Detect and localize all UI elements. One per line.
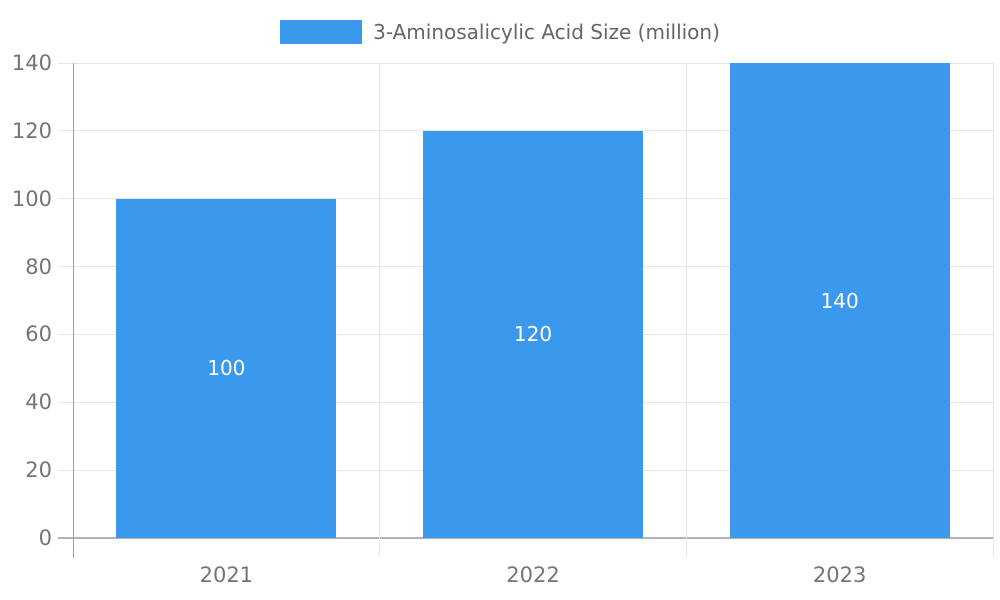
legend-swatch[interactable] <box>280 20 363 44</box>
x-gridline <box>685 63 687 556</box>
x-gridline <box>379 63 381 556</box>
bar-2022[interactable] <box>423 130 643 538</box>
x-axis-tick-label: 2023 <box>812 563 867 587</box>
chart-legend[interactable]: 3-Aminosalicylic Acid Size (million) <box>0 18 1000 46</box>
x-axis-tick-label: 2022 <box>506 563 560 587</box>
y-axis-tick-label: 120 <box>11 118 52 143</box>
y-gridline <box>58 537 993 539</box>
x-gridline <box>992 63 994 556</box>
y-axis-tick-label: 40 <box>25 390 52 415</box>
bar-2023[interactable] <box>729 63 950 538</box>
bar-value-label: 120 <box>513 322 553 347</box>
y-axis-tick-label: 140 <box>11 51 52 75</box>
bar-value-label: 100 <box>207 356 246 381</box>
bar-value-label: 140 <box>820 288 859 313</box>
y-axis-tick-label: 0 <box>38 526 52 550</box>
y-gridline <box>58 62 993 64</box>
y-axis-line <box>73 63 74 558</box>
y-axis-tick-label: 100 <box>11 186 52 211</box>
y-axis-tick-label: 20 <box>25 458 52 483</box>
y-axis-tick-label: 60 <box>25 322 52 347</box>
x-axis-tick-label: 2021 <box>199 563 254 587</box>
legend-label[interactable]: 3-Aminosalicylic Acid Size (million) <box>373 20 720 44</box>
bar-2021[interactable] <box>116 198 337 538</box>
y-axis-tick-label: 80 <box>25 254 52 279</box>
